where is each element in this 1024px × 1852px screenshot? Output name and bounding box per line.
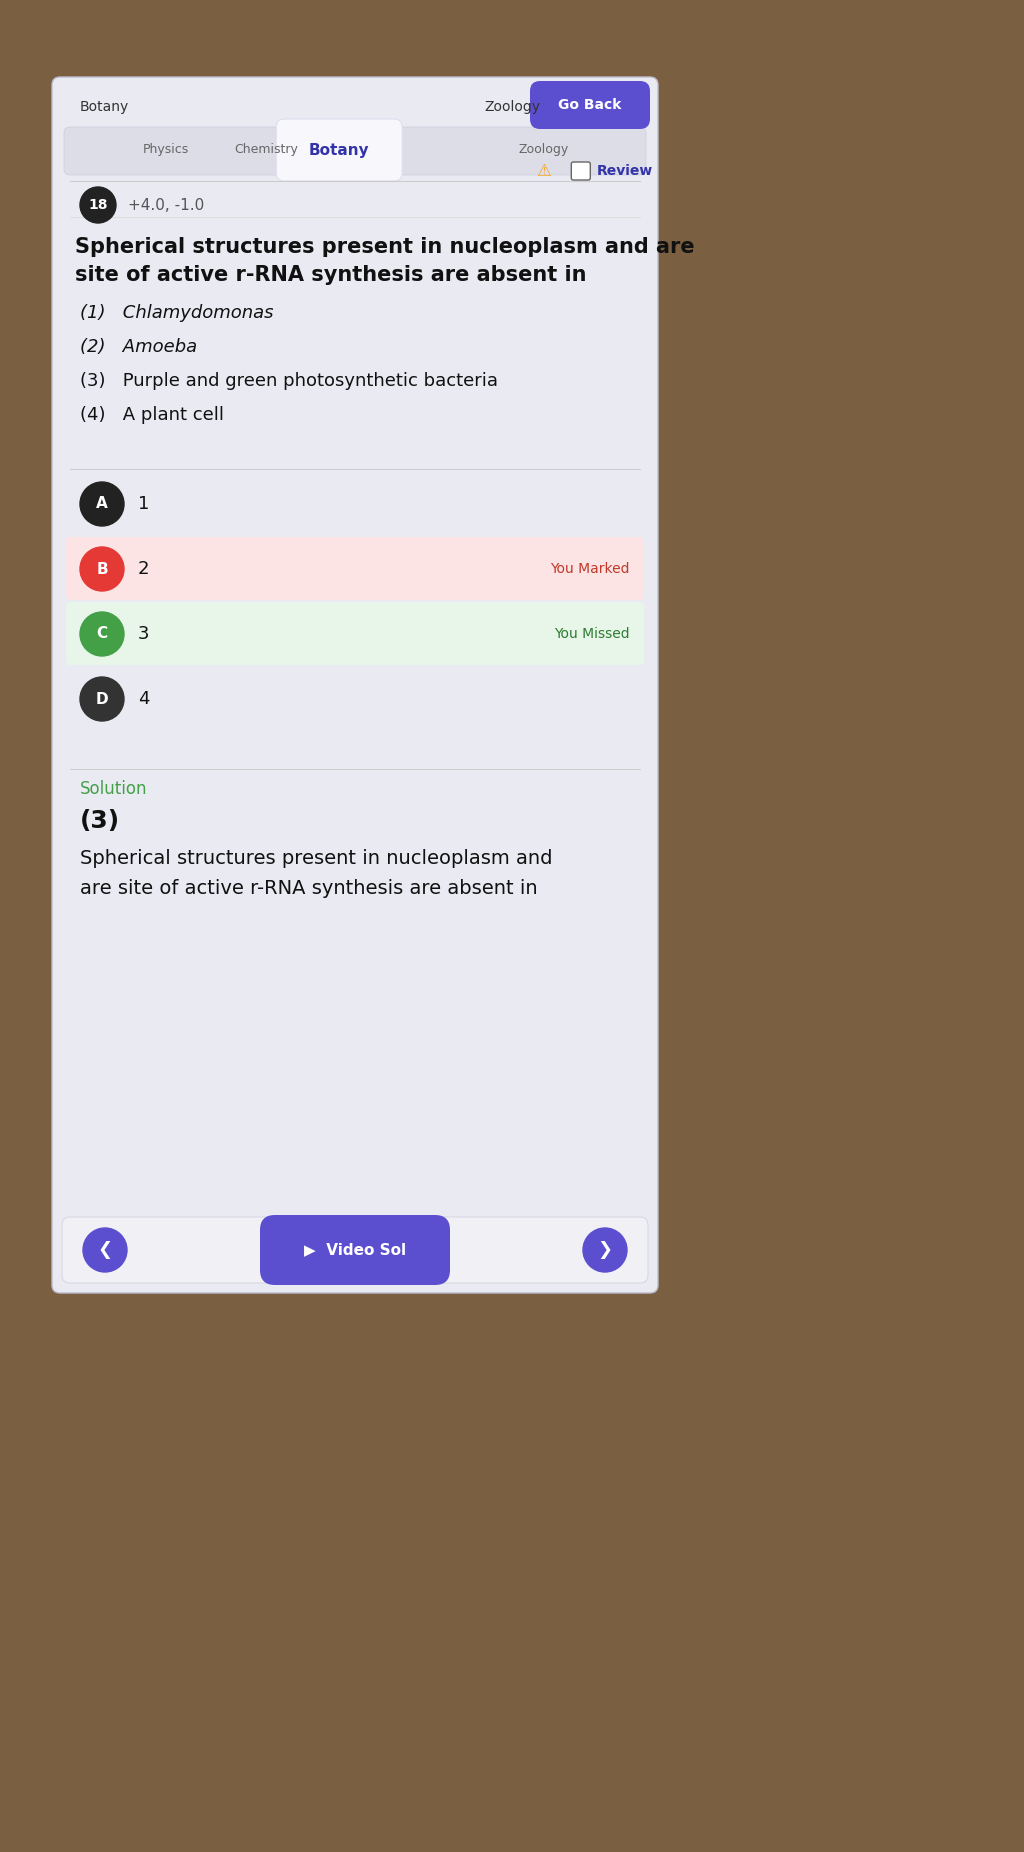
FancyBboxPatch shape [52, 78, 658, 1293]
FancyBboxPatch shape [66, 537, 644, 600]
Text: Chemistry: Chemistry [234, 143, 298, 157]
Text: +4.0, -1.0: +4.0, -1.0 [128, 198, 204, 213]
Text: D: D [95, 691, 109, 706]
Circle shape [571, 107, 578, 113]
Circle shape [581, 117, 587, 122]
Text: (2)   Amoeba: (2) Amoeba [80, 339, 198, 356]
Circle shape [571, 117, 578, 122]
Text: (4)   A plant cell: (4) A plant cell [80, 406, 224, 424]
FancyBboxPatch shape [571, 161, 590, 180]
Text: B: B [96, 561, 108, 576]
Text: A: A [96, 496, 108, 511]
Text: ❮: ❮ [97, 1241, 113, 1259]
FancyBboxPatch shape [66, 602, 644, 665]
Circle shape [571, 98, 578, 104]
Text: 4: 4 [138, 691, 150, 707]
Text: C: C [96, 626, 108, 641]
Text: Review: Review [597, 165, 653, 178]
Text: 2: 2 [138, 559, 150, 578]
Circle shape [590, 107, 596, 113]
FancyBboxPatch shape [63, 128, 646, 174]
Text: Solution: Solution [80, 780, 147, 798]
Text: Spherical structures present in nucleoplasm and are: Spherical structures present in nucleopl… [75, 237, 694, 257]
Circle shape [80, 546, 124, 591]
Circle shape [590, 117, 596, 122]
Text: Zoology: Zoology [484, 100, 541, 115]
Circle shape [581, 107, 587, 113]
Circle shape [590, 98, 596, 104]
Text: ⚠: ⚠ [537, 161, 551, 180]
FancyBboxPatch shape [260, 1215, 450, 1285]
Text: Physics: Physics [143, 143, 189, 157]
Text: (1)   Chlamydomonas: (1) Chlamydomonas [80, 304, 273, 322]
Text: You Marked: You Marked [551, 561, 630, 576]
Text: site of active r-RNA synthesis are absent in: site of active r-RNA synthesis are absen… [75, 265, 587, 285]
Text: ▶  Video Sol: ▶ Video Sol [304, 1243, 407, 1258]
FancyBboxPatch shape [62, 1217, 648, 1283]
Circle shape [80, 187, 116, 222]
Text: Spherical structures present in nucleoplasm and: Spherical structures present in nucleopl… [80, 850, 553, 869]
Circle shape [583, 1228, 627, 1272]
Text: Botany: Botany [80, 100, 129, 115]
Text: are site of active r-RNA synthesis are absent in: are site of active r-RNA synthesis are a… [80, 880, 538, 898]
Text: (3): (3) [80, 809, 120, 833]
Text: 3: 3 [138, 624, 150, 643]
FancyBboxPatch shape [530, 81, 650, 130]
Text: 18: 18 [88, 198, 108, 211]
Text: You Missed: You Missed [554, 628, 630, 641]
Circle shape [83, 1228, 127, 1272]
Text: 1: 1 [138, 494, 150, 513]
Circle shape [80, 482, 124, 526]
Text: (3)   Purple and green photosynthetic bacteria: (3) Purple and green photosynthetic bact… [80, 372, 498, 391]
Circle shape [581, 98, 587, 104]
Text: Go Back: Go Back [558, 98, 622, 111]
Circle shape [80, 678, 124, 720]
Text: ❯: ❯ [597, 1241, 612, 1259]
Text: Zoology: Zoology [519, 143, 569, 157]
FancyBboxPatch shape [276, 119, 402, 181]
Circle shape [80, 611, 124, 656]
Text: Botany: Botany [309, 143, 370, 157]
